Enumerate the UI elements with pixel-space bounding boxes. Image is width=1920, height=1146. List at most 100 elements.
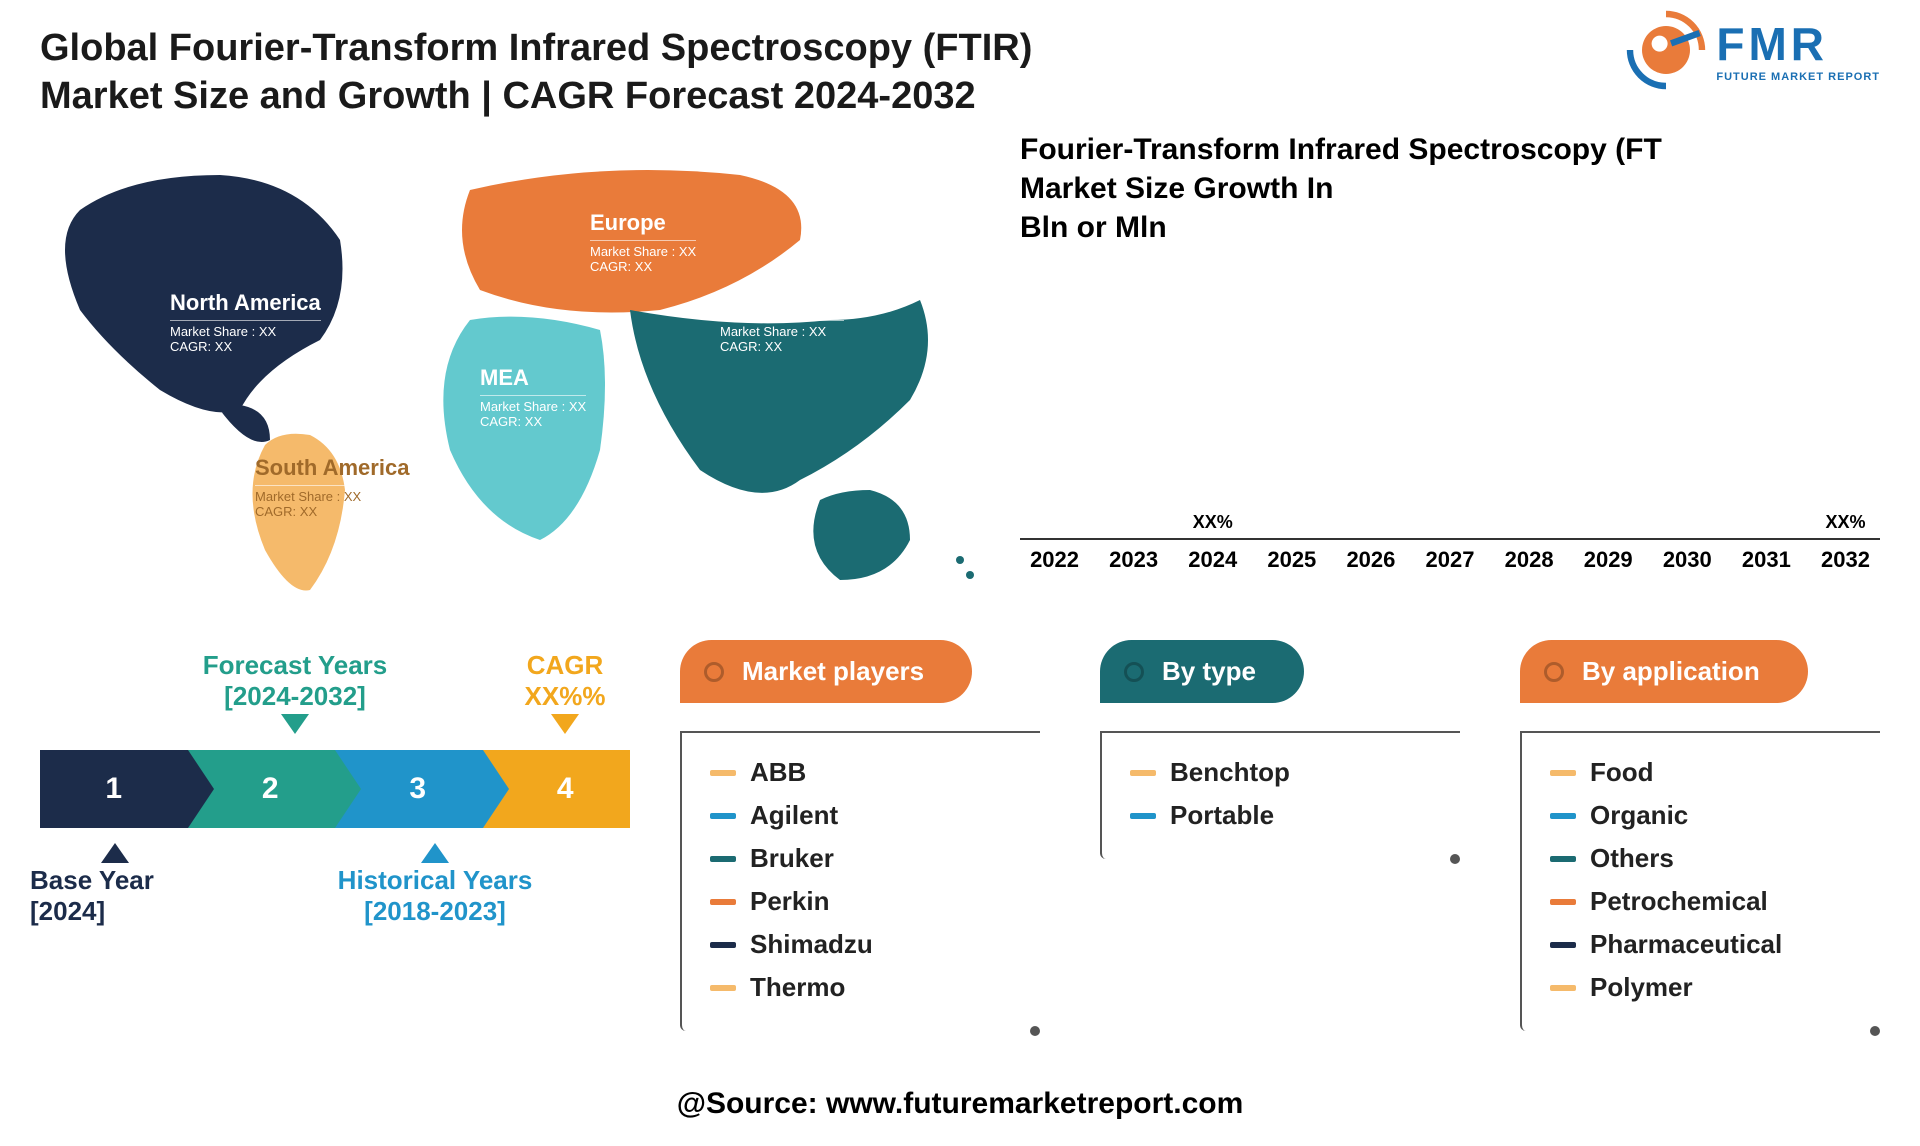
anno-cagr-l2: XX%%	[525, 681, 606, 711]
region-cagr: CAGR: XX	[255, 504, 409, 519]
cat-item-label: Food	[1590, 757, 1654, 788]
dash-icon	[1550, 899, 1576, 905]
dash-icon	[1130, 770, 1156, 776]
region-share: Market Share : XX	[720, 320, 844, 339]
anno-cagr-l1: CAGR	[527, 650, 604, 680]
dash-icon	[710, 770, 736, 776]
anno-forecast-l1: Forecast Years	[203, 650, 388, 680]
bar-x-label: 2032	[1811, 547, 1880, 573]
region-cagr: CAGR: XX	[590, 259, 696, 274]
bar-x-label: 2027	[1415, 547, 1484, 573]
anno-base: Base Year [2024]	[30, 865, 200, 927]
dash-icon	[1550, 813, 1576, 819]
cat-item: Petrochemical	[1550, 880, 1880, 923]
cat-item-label: Pharmaceutical	[1590, 929, 1782, 960]
region-label-south-america: South America Market Share : XX CAGR: XX	[255, 455, 409, 519]
cat-item: Food	[1550, 751, 1880, 794]
chart-title: Fourier-Transform Infrared Spectroscopy …	[1020, 130, 1880, 247]
cat-item-label: Thermo	[750, 972, 845, 1003]
cat-head: Market players	[680, 640, 972, 703]
dash-icon	[1550, 856, 1576, 862]
region-name: Europe	[590, 210, 696, 236]
fmr-logo: FMR FUTURE MARKET REPORT	[1626, 10, 1880, 90]
cat-item-label: Portable	[1170, 800, 1274, 831]
dash-icon	[710, 985, 736, 991]
tl-num: 1	[105, 772, 122, 806]
fmr-logo-icon	[1626, 10, 1706, 90]
page-title: Global Fourier-Transform Infrared Spectr…	[40, 25, 1140, 120]
region-label-mea: MEA Market Share : XX CAGR: XX	[480, 365, 586, 429]
region-name: Asia Pacific	[720, 290, 844, 316]
anno-forecast: Forecast Years [2024-2032]	[180, 650, 410, 712]
categories-row: Market players ABB Agilent Bruker Perkin…	[680, 640, 1880, 1031]
cat-item: Organic	[1550, 794, 1880, 837]
region-share: Market Share : XX	[590, 240, 696, 259]
cat-item-label: Shimadzu	[750, 929, 873, 960]
region-name: South America	[255, 455, 409, 481]
cat-item: Pharmaceutical	[1550, 923, 1880, 966]
cat-item-label: ABB	[750, 757, 806, 788]
bar-x-label: 2026	[1336, 547, 1405, 573]
tl-num: 2	[244, 772, 279, 806]
anno-cagr: CAGR XX%%	[510, 650, 620, 712]
growth-bar-chart: Fourier-Transform Infrared Spectroscopy …	[1020, 130, 1880, 580]
bar-x-label: 2025	[1257, 547, 1326, 573]
tl-num: 4	[539, 772, 574, 806]
timeline-row: 1234	[40, 750, 630, 828]
chart-title-l1: Fourier-Transform Infrared Spectroscopy …	[1020, 133, 1662, 166]
dash-icon	[710, 813, 736, 819]
anno-hist-l1: Historical Years	[338, 865, 533, 895]
cat-head: By type	[1100, 640, 1304, 703]
cat-item-label: Others	[1590, 843, 1674, 874]
cat-item-label: Perkin	[750, 886, 830, 917]
cat-item-label: Benchtop	[1170, 757, 1290, 788]
cat-item-label: Agilent	[750, 800, 838, 831]
region-cagr: CAGR: XX	[480, 414, 586, 429]
map-dot	[966, 571, 974, 579]
cat-list: ABB Agilent Bruker Perkin Shimadzu Therm…	[680, 731, 1040, 1031]
source-line: @Source: www.futuremarketreport.com	[0, 1087, 1920, 1121]
cat-market-players: Market players ABB Agilent Bruker Perkin…	[680, 640, 1040, 1031]
timeline-block: Forecast Years [2024-2032] CAGR XX%% 123…	[40, 650, 630, 828]
dash-icon	[710, 899, 736, 905]
dash-icon	[1550, 942, 1576, 948]
cat-item: Portable	[1130, 794, 1460, 837]
cat-item-label: Organic	[1590, 800, 1688, 831]
bar-top-label: XX%	[1825, 512, 1865, 533]
logo-text-sub: FUTURE MARKET REPORT	[1716, 71, 1880, 83]
bar-x-label: 2024	[1178, 547, 1247, 573]
cat-title: Market players	[742, 656, 924, 687]
anno-base-l2: [2024]	[30, 896, 105, 926]
region-share: Market Share : XX	[480, 395, 586, 414]
bar-x-label: 2031	[1732, 547, 1801, 573]
region-label-asia-pacific: Asia Pacific Market Share : XX CAGR: XX	[720, 290, 844, 354]
anno-base-l1: Base Year	[30, 865, 154, 895]
cat-list: Food Organic Others Petrochemical Pharma…	[1520, 731, 1880, 1031]
bar-x-label: 2023	[1099, 547, 1168, 573]
cat-item: Perkin	[710, 880, 1040, 923]
cat-item: Polymer	[1550, 966, 1880, 1009]
bar-x-label: 2022	[1020, 547, 1089, 573]
cat-item-label: Polymer	[1590, 972, 1693, 1003]
cat-title: By application	[1582, 656, 1760, 687]
dash-icon	[1550, 770, 1576, 776]
cat-item: Agilent	[710, 794, 1040, 837]
dash-icon	[710, 856, 736, 862]
world-map: North America Market Share : XX CAGR: XX…	[40, 150, 1000, 600]
cat-item: Benchtop	[1130, 751, 1460, 794]
dash-icon	[1550, 985, 1576, 991]
tl-cell-1: 1	[40, 750, 188, 828]
cat-head: By application	[1520, 640, 1808, 703]
cat-item: ABB	[710, 751, 1040, 794]
anno-hist-l2: [2018-2023]	[364, 896, 506, 926]
region-cagr: CAGR: XX	[170, 339, 321, 354]
cat-list: Benchtop Portable	[1100, 731, 1460, 859]
region-label-north-america: North America Market Share : XX CAGR: XX	[170, 290, 321, 354]
map-dot	[956, 556, 964, 564]
cat-item: Thermo	[710, 966, 1040, 1009]
region-share: Market Share : XX	[170, 320, 321, 339]
cat-item: Others	[1550, 837, 1880, 880]
bar-x-label: 2028	[1495, 547, 1564, 573]
dash-icon	[710, 942, 736, 948]
bar-x-label: 2030	[1653, 547, 1722, 573]
